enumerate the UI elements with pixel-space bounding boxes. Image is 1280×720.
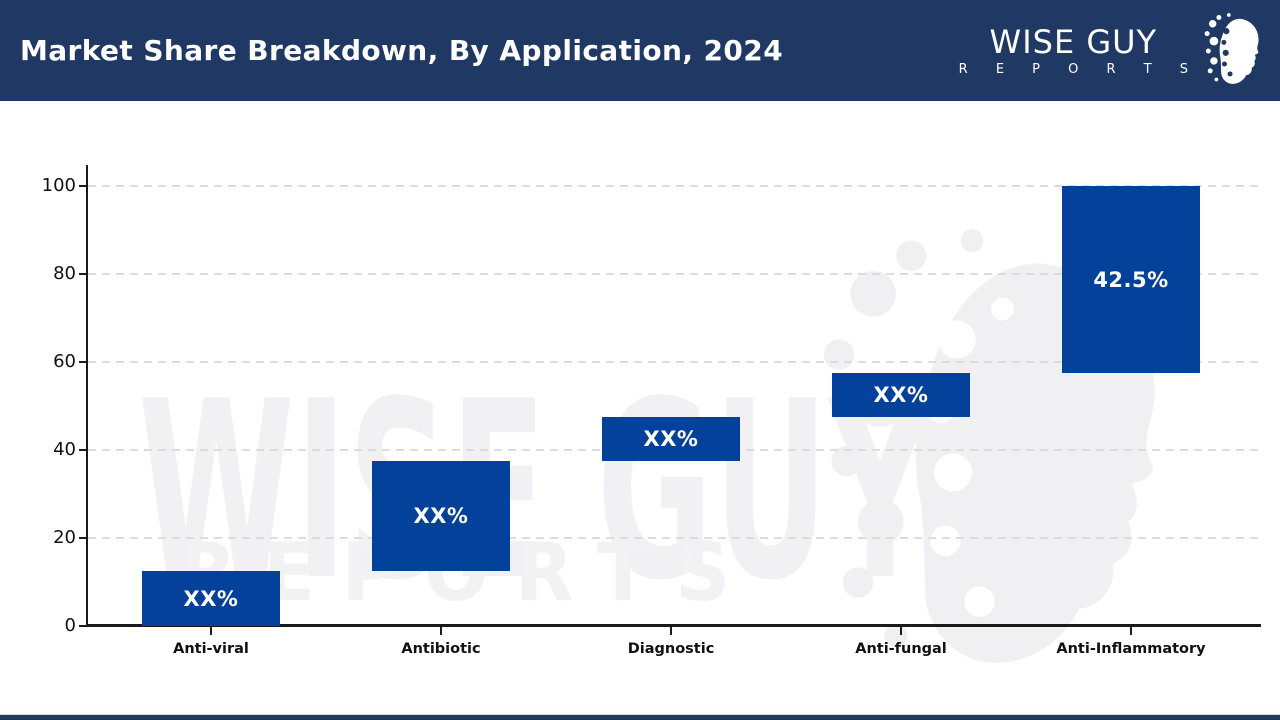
gridline-60: [88, 361, 1259, 363]
wise-guy-reports-logo: WISE GUY R E P O R T S: [947, 8, 1266, 94]
bar-value-label: XX%: [643, 427, 699, 451]
gridline-100: [88, 185, 1259, 187]
chart-title: Market Share Breakdown, By Application, …: [20, 34, 784, 67]
bar-antibiotic: XX%: [372, 461, 510, 571]
gridline-20: [88, 537, 1259, 539]
logo-wordmark: WISE GUY: [989, 23, 1158, 61]
x-tick-mark-1: [440, 627, 442, 635]
x-axis-label-anti-fungal: Anti-fungal: [855, 641, 947, 657]
bar-value-label: XX%: [873, 383, 929, 407]
x-axis-label-anti-inflammatory: Anti-Inflammatory: [1056, 641, 1206, 657]
x-tick-mark-4: [1130, 627, 1132, 635]
y-tick-label-0: 0: [64, 615, 76, 636]
y-tick-mark-80: [79, 273, 86, 275]
header-bar: Market Share Breakdown, By Application, …: [0, 0, 1280, 101]
y-tick-mark-100: [79, 185, 86, 187]
y-tick-label-60: 60: [53, 351, 76, 372]
y-tick-label-100: 100: [41, 175, 76, 196]
x-axis-label-diagnostic: Diagnostic: [627, 641, 715, 657]
y-tick-label-20: 20: [53, 527, 76, 548]
bar-value-label: 42.5%: [1093, 267, 1169, 292]
bar-value-label: XX%: [183, 586, 239, 611]
logo-subtitle: R E P O R T S: [958, 62, 1200, 77]
y-tick-mark-40: [79, 449, 86, 451]
x-tick-mark-0: [210, 627, 212, 635]
y-tick-mark-0: [79, 625, 86, 627]
bar-diagnostic: XX%: [602, 417, 740, 461]
y-tick-label-40: 40: [53, 439, 76, 460]
x-tick-mark-3: [900, 627, 902, 635]
logo-face-dots-icon: [1204, 13, 1259, 84]
y-tick-mark-60: [79, 361, 86, 363]
footer-bar: [0, 714, 1280, 720]
logo-text: WISE GUY R E P O R T S: [947, 25, 1200, 77]
x-axis-label-anti-viral: Anti-viral: [173, 641, 249, 657]
bar-value-label: XX%: [413, 504, 469, 528]
gridline-80: [88, 273, 1259, 275]
x-tick-mark-2: [670, 627, 672, 635]
bar-anti-inflammatory: 42.5%: [1062, 186, 1200, 373]
y-tick-mark-20: [79, 537, 86, 539]
x-axis-spine: [86, 624, 1261, 627]
x-axis-label-antibiotic: Antibiotic: [401, 641, 481, 657]
bar-anti-fungal: XX%: [832, 373, 970, 417]
y-tick-label-80: 80: [53, 263, 76, 284]
bar-anti-viral: XX%: [142, 571, 280, 626]
y-axis-spine: [86, 165, 88, 626]
